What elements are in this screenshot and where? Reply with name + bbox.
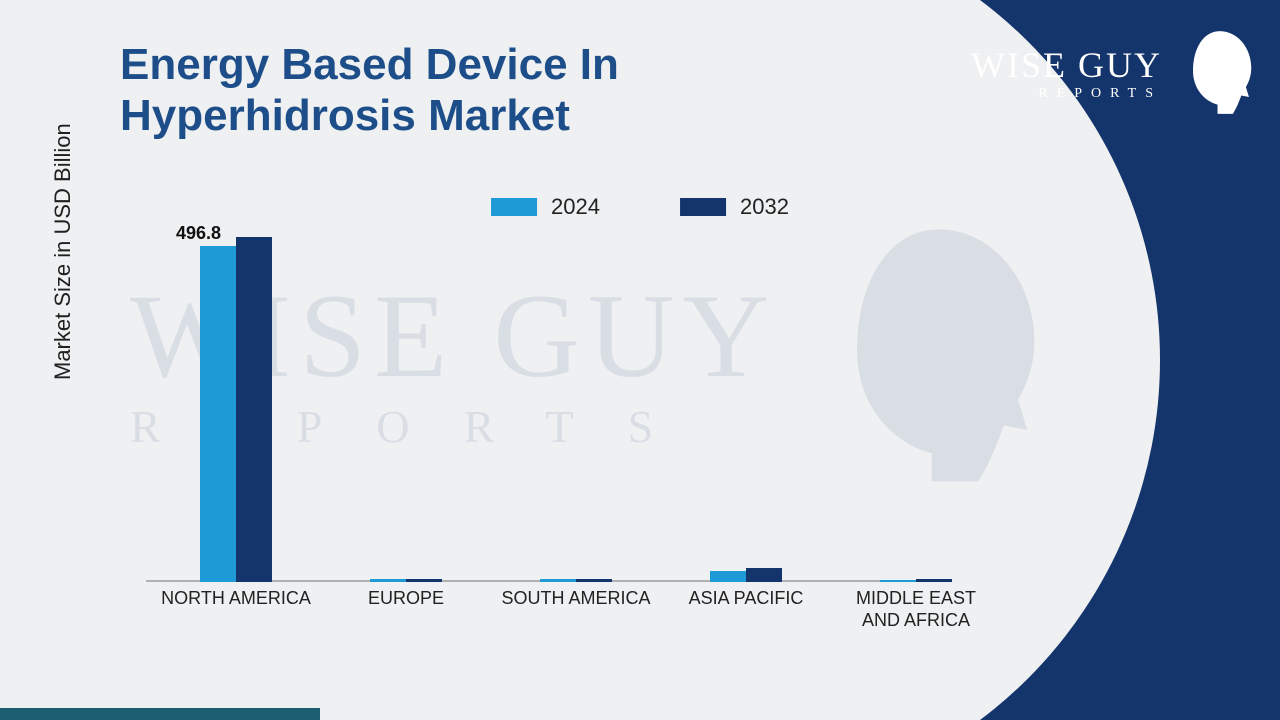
bar-group: EUROPE bbox=[346, 230, 466, 582]
bar-group: 496.8NORTH AMERICA bbox=[176, 230, 296, 582]
bar-2024 bbox=[370, 579, 406, 582]
y-axis-label: Market Size in USD Billion bbox=[50, 123, 76, 380]
category-label: SOUTH AMERICA bbox=[496, 588, 656, 610]
brand-logo: WISE GUY REPORTS bbox=[971, 28, 1256, 120]
chart-area: Market Size in USD Billion 496.8NORTH AM… bbox=[60, 180, 940, 670]
bar-2024 bbox=[540, 579, 576, 582]
bar-pair bbox=[856, 230, 976, 582]
bar-2024 bbox=[880, 580, 916, 582]
bar-pair bbox=[346, 230, 466, 582]
bar-value-label: 496.8 bbox=[176, 223, 221, 244]
bar-pair bbox=[516, 230, 636, 582]
bar-group: ASIA PACIFIC bbox=[686, 230, 806, 582]
bar-2024 bbox=[710, 571, 746, 582]
bar-2032 bbox=[746, 568, 782, 582]
plot-area: 496.8NORTH AMERICA EUROPE SOUTH AMERICA ASI… bbox=[146, 230, 936, 582]
stage: WISE GUY REPORTS Energy Based Device In … bbox=[0, 0, 1280, 720]
brand-sub: REPORTS bbox=[1038, 87, 1162, 101]
bar-group: SOUTH AMERICA bbox=[516, 230, 636, 582]
brand-head-icon bbox=[1176, 28, 1256, 120]
bar-2032 bbox=[406, 579, 442, 582]
category-label: ASIA PACIFIC bbox=[666, 588, 826, 610]
bottom-stripe bbox=[0, 708, 320, 720]
bar-2024 bbox=[200, 246, 236, 582]
bar-2032 bbox=[916, 579, 952, 582]
bar-pair bbox=[176, 230, 296, 582]
category-label: MIDDLE EAST AND AFRICA bbox=[836, 588, 996, 631]
bar-group: MIDDLE EAST AND AFRICA bbox=[856, 230, 976, 582]
category-label: EUROPE bbox=[326, 588, 486, 610]
bar-pair bbox=[686, 230, 806, 582]
bar-2032 bbox=[576, 579, 612, 582]
chart-title: Energy Based Device In Hyperhidrosis Mar… bbox=[120, 40, 760, 141]
category-label: NORTH AMERICA bbox=[156, 588, 316, 610]
bar-2032 bbox=[236, 237, 272, 582]
brand-main: WISE GUY bbox=[971, 47, 1162, 83]
